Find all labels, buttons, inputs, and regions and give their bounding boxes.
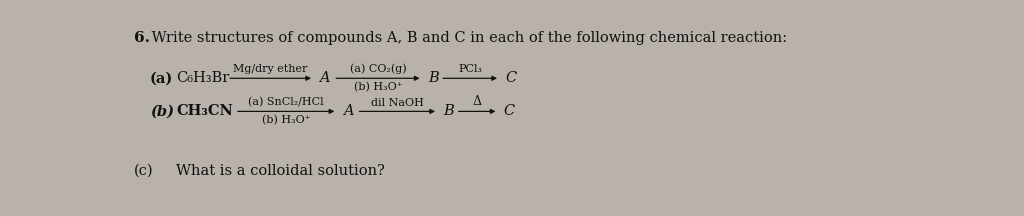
Text: (a): (a) [150,71,173,85]
Text: 6.: 6. [134,30,151,44]
Text: A: A [319,71,330,85]
Text: (a) SnCl₂/HCl: (a) SnCl₂/HCl [248,97,324,108]
Text: C: C [504,104,515,118]
Text: CH₃CN: CH₃CN [176,104,232,118]
Text: B: B [428,71,438,85]
Text: Write structures of compounds A, B and C in each of the following chemical react: Write structures of compounds A, B and C… [147,30,787,44]
Text: (b): (b) [150,104,174,118]
Text: A: A [343,104,353,118]
Text: C₆H₃Br: C₆H₃Br [176,71,229,85]
Text: (b) H₃O⁺: (b) H₃O⁺ [262,115,310,125]
Text: C: C [506,71,517,85]
Text: (b) H₃O⁺: (b) H₃O⁺ [353,82,402,92]
Text: (c): (c) [134,164,154,178]
Text: B: B [443,104,455,118]
Text: PCl₃: PCl₃ [458,64,482,75]
Text: Mg/dry ether: Mg/dry ether [233,64,308,75]
Text: (a) CO₂(g): (a) CO₂(g) [349,64,407,75]
Text: What is a colloidal solution?: What is a colloidal solution? [176,164,385,178]
Text: Δ: Δ [473,95,481,108]
Text: dil NaOH: dil NaOH [371,98,424,108]
